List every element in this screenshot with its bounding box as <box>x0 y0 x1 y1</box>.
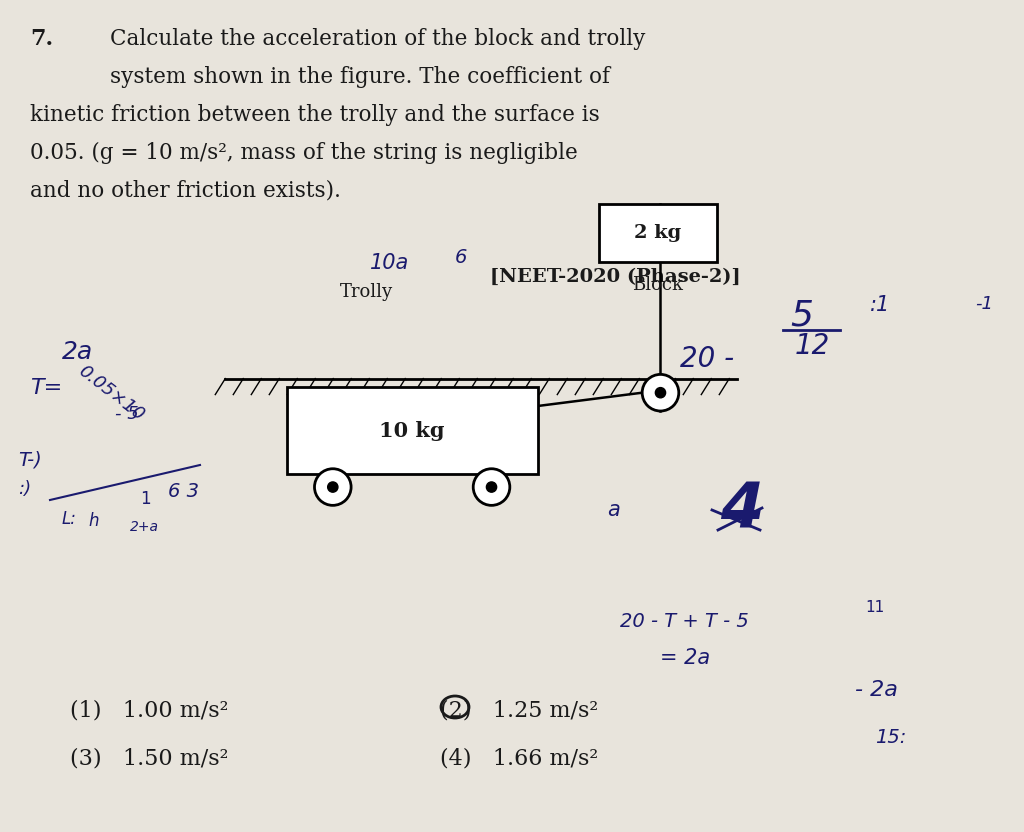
Text: (1)   1.00 m/s²: (1) 1.00 m/s² <box>70 700 228 722</box>
Text: Block: Block <box>633 276 683 294</box>
Circle shape <box>642 374 679 411</box>
Text: 2 kg: 2 kg <box>634 224 682 242</box>
Circle shape <box>314 468 351 505</box>
Text: -1: -1 <box>975 295 993 313</box>
Text: 6: 6 <box>455 248 467 267</box>
Text: (3)   1.50 m/s²: (3) 1.50 m/s² <box>70 748 228 770</box>
Text: [NEET-2020 (Phase-2)]: [NEET-2020 (Phase-2)] <box>490 268 740 286</box>
Text: 10a: 10a <box>370 253 410 273</box>
Text: 11: 11 <box>865 600 885 615</box>
Text: (2)   1.25 m/s²: (2) 1.25 m/s² <box>440 700 598 722</box>
Circle shape <box>655 388 666 398</box>
Text: 10 kg: 10 kg <box>380 420 444 441</box>
Text: Trolly: Trolly <box>340 283 393 301</box>
Text: 15:: 15: <box>874 728 906 747</box>
Text: - 2a: - 2a <box>855 680 898 700</box>
Text: T=: T= <box>30 378 62 398</box>
Text: Calculate the acceleration of the block and trolly: Calculate the acceleration of the block … <box>110 28 645 50</box>
Text: 1: 1 <box>140 490 151 508</box>
Text: = 2a: = 2a <box>660 648 710 668</box>
Circle shape <box>473 468 510 505</box>
Text: kinetic friction between the trolly and the surface is: kinetic friction between the trolly and … <box>30 104 600 126</box>
Text: 4: 4 <box>720 480 764 540</box>
Text: 12: 12 <box>795 332 830 360</box>
Text: T-): T-) <box>18 450 42 469</box>
Text: :1: :1 <box>870 295 890 315</box>
Text: 20 -: 20 - <box>680 345 734 373</box>
Circle shape <box>486 482 497 493</box>
Text: 20 - T + T - 5: 20 - T + T - 5 <box>620 612 749 631</box>
Text: 0.05. (g = 10 m/s², mass of the string is negligible: 0.05. (g = 10 m/s², mass of the string i… <box>30 142 578 164</box>
Text: 5: 5 <box>790 298 813 332</box>
Bar <box>599 204 717 262</box>
Text: system shown in the figure. The coefficient of: system shown in the figure. The coeffici… <box>110 66 610 88</box>
Text: 6 3: 6 3 <box>168 482 199 501</box>
Text: a: a <box>607 500 620 520</box>
Text: h: h <box>88 512 98 530</box>
Circle shape <box>328 482 338 493</box>
Text: - 5: - 5 <box>115 405 138 423</box>
Text: 7.: 7. <box>30 28 53 50</box>
Text: 2+a: 2+a <box>130 520 159 534</box>
Text: :): :) <box>18 480 31 498</box>
Text: 0.05×10: 0.05×10 <box>75 362 147 424</box>
Text: (4)   1.66 m/s²: (4) 1.66 m/s² <box>440 748 598 770</box>
Text: L:: L: <box>62 510 77 528</box>
Bar <box>287 387 538 474</box>
Text: and no other friction exists).: and no other friction exists). <box>30 180 341 202</box>
Text: 2a: 2a <box>62 340 93 364</box>
